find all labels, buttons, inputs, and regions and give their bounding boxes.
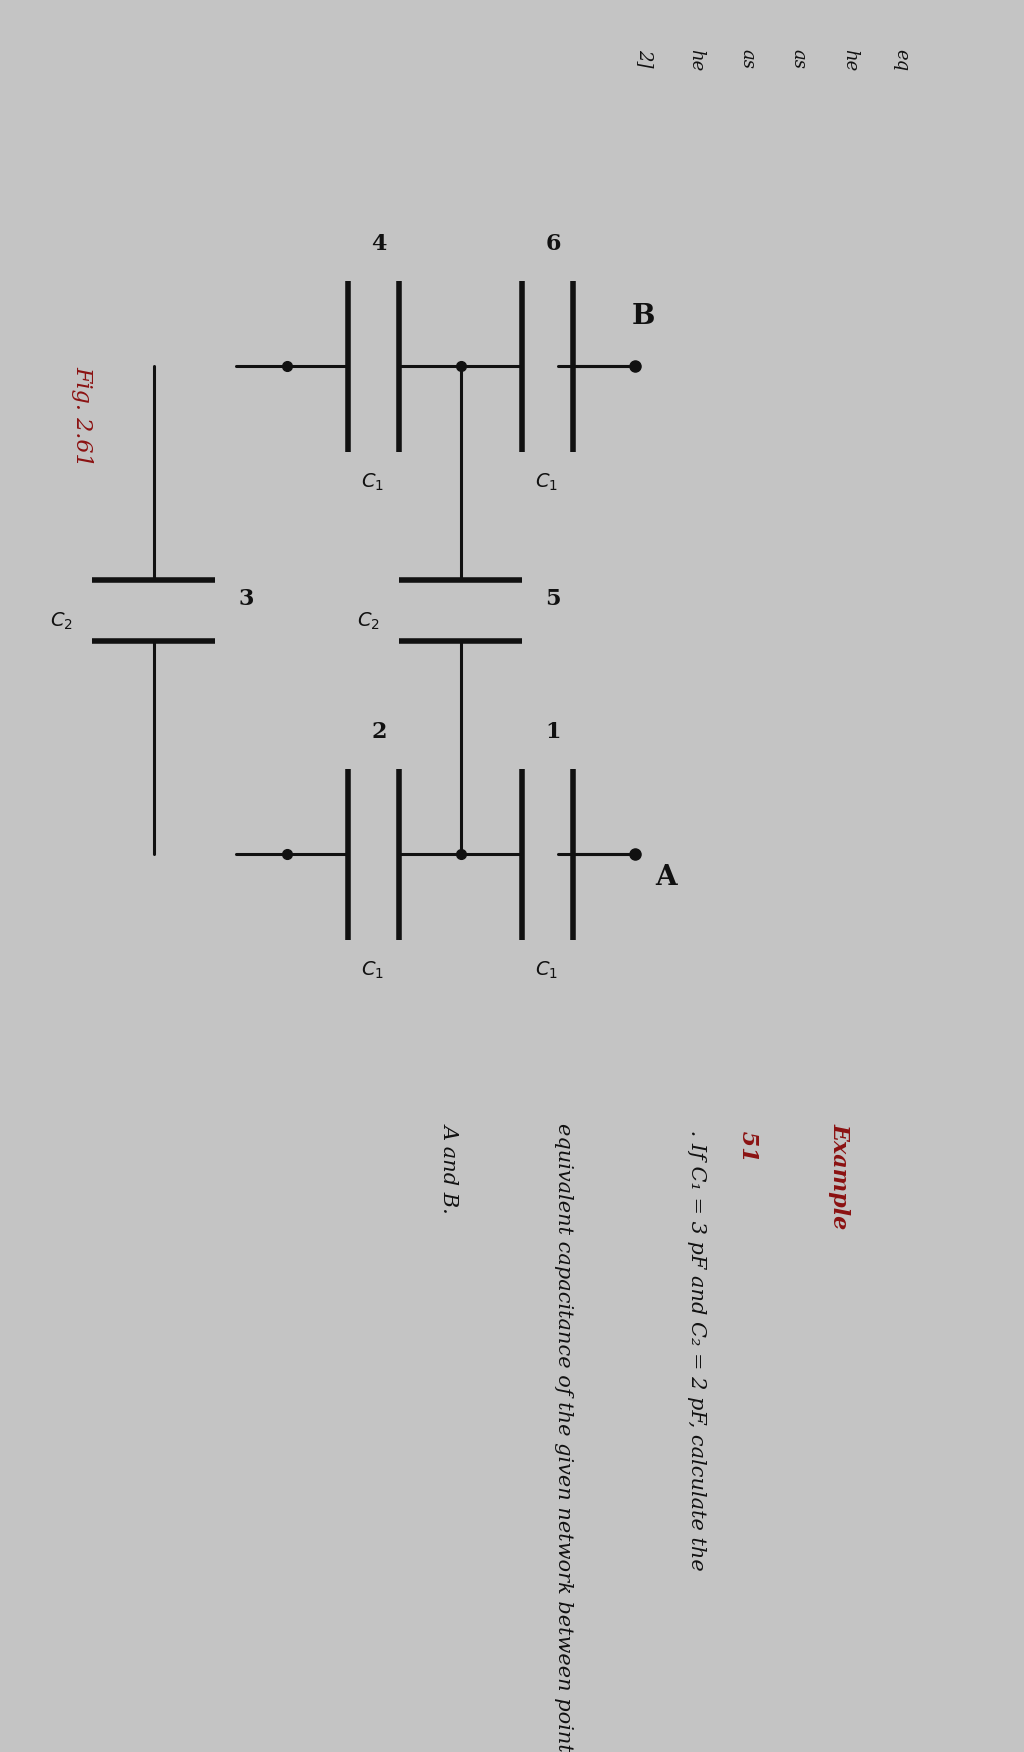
Text: $C_1$: $C_1$: [536, 471, 558, 492]
Text: Example: Example: [828, 1123, 851, 1230]
Text: $C_2$: $C_2$: [357, 610, 380, 631]
Text: B: B: [632, 303, 655, 329]
Text: $C_1$: $C_1$: [360, 471, 384, 492]
Text: as: as: [790, 49, 808, 68]
Text: he: he: [687, 49, 706, 72]
Text: equivalent capacitance of the given network between points: equivalent capacitance of the given netw…: [554, 1123, 572, 1752]
Text: Fig. 2.61: Fig. 2.61: [71, 366, 93, 466]
Text: 51: 51: [736, 1123, 759, 1162]
Text: . If C₁ = 3 pF and C₂ = 2 pF, calculate the: . If C₁ = 3 pF and C₂ = 2 pF, calculate …: [687, 1123, 706, 1570]
Text: A and B.: A and B.: [441, 1123, 460, 1212]
Text: 3: 3: [238, 589, 254, 610]
Text: A: A: [655, 864, 677, 892]
Text: as: as: [738, 49, 757, 68]
Text: 2]: 2]: [636, 49, 654, 67]
Text: eq: eq: [892, 49, 910, 70]
Text: 1: 1: [545, 722, 561, 743]
Text: 6: 6: [545, 233, 561, 256]
Text: he: he: [841, 49, 859, 72]
Text: $C_1$: $C_1$: [536, 960, 558, 981]
Text: $C_2$: $C_2$: [50, 610, 73, 631]
Text: $C_1$: $C_1$: [360, 960, 384, 981]
Text: 2: 2: [371, 722, 387, 743]
Text: 4: 4: [371, 233, 387, 256]
Text: 5: 5: [545, 589, 561, 610]
